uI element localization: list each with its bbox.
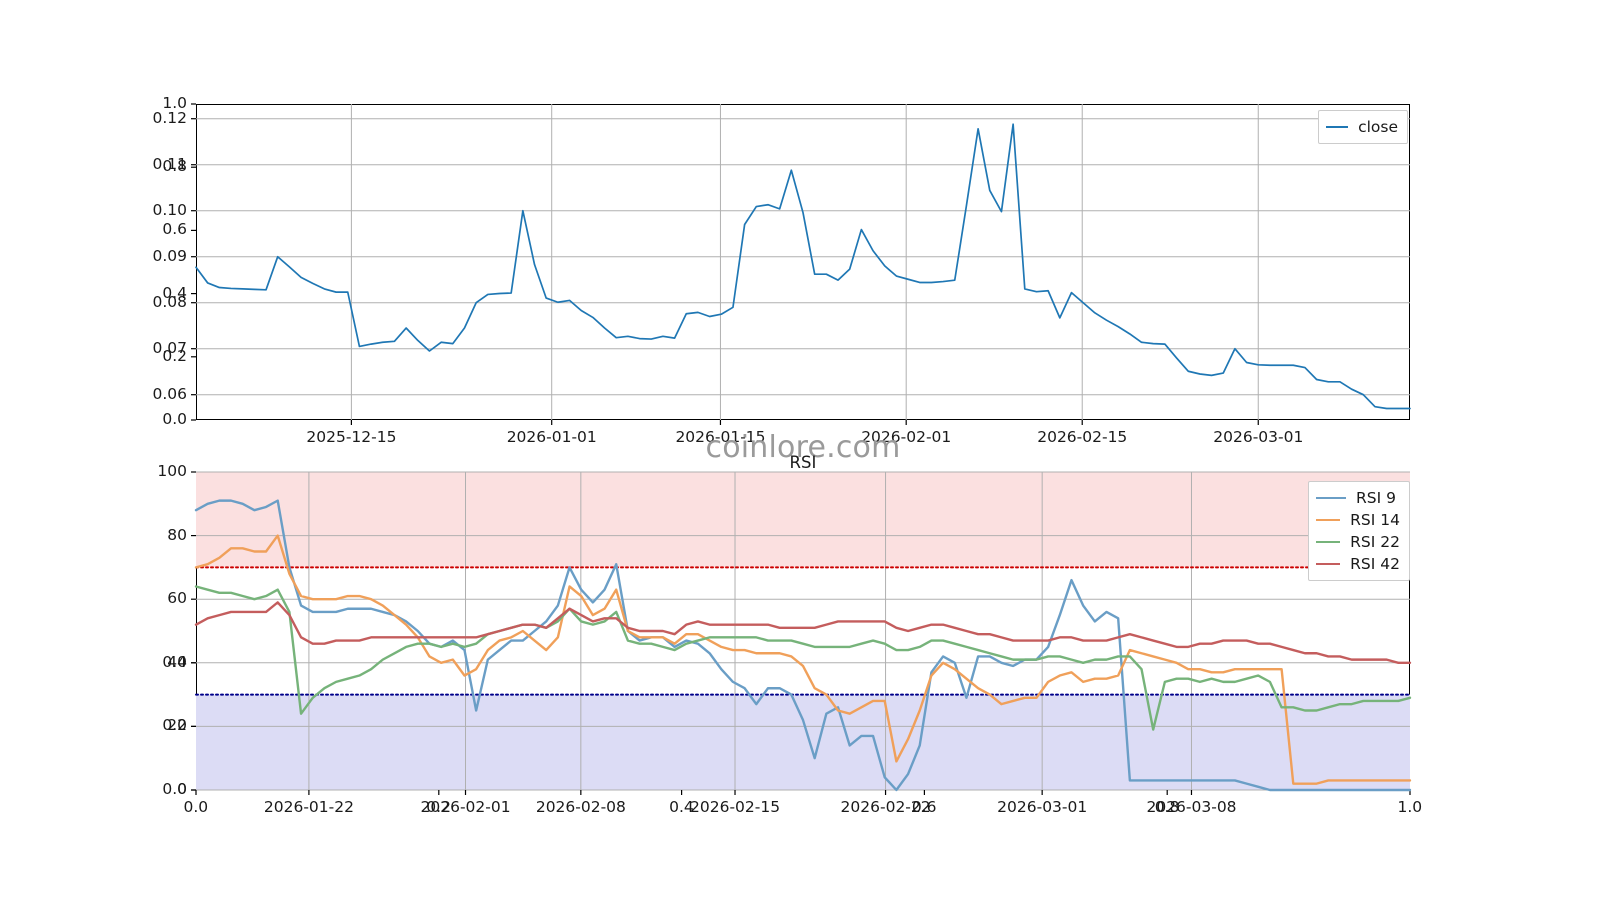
price-legend: close <box>1318 110 1408 144</box>
rsi-panel-title: RSI <box>789 453 817 472</box>
price-axes-frame <box>196 104 1410 420</box>
axis-tick-label: 0.09 <box>152 246 187 265</box>
axis-tick-label: 0.10 <box>152 200 187 219</box>
axis-tick-label: 80 <box>167 525 187 544</box>
rsi-14-line <box>194 534 1412 785</box>
axis-tick-label: 1.0 <box>1397 798 1423 816</box>
close-price-line <box>195 123 1411 410</box>
legend-label-rsi-42: RSI 42 <box>1350 555 1400 573</box>
close-line-swatch <box>1326 126 1349 128</box>
axis-tick-label: 40 <box>167 652 187 671</box>
legend-item-close: close <box>1326 116 1398 138</box>
axis-tick-label: 0.12 <box>152 108 187 127</box>
legend-label-rsi-14: RSI 14 <box>1350 511 1400 529</box>
axis-tick-label: 0.6 <box>911 798 937 816</box>
axis-tick-label: 2026-01-22 <box>263 798 354 816</box>
rsi42-line-swatch <box>1316 563 1341 565</box>
axis-tick-label: 2026-02-01 <box>861 428 952 446</box>
legend-label-rsi-22: RSI 22 <box>1350 533 1400 551</box>
rsi-line-plot <box>191 471 1412 795</box>
legend-item-rsi-14: RSI 14 <box>1316 509 1400 531</box>
axis-tick-label: 1.0 <box>162 94 187 112</box>
axis-tick-label: 2026-03-01 <box>1213 428 1304 446</box>
rsi-42-line <box>194 601 1412 664</box>
axis-tick-label: 2026-03-08 <box>1146 798 1237 816</box>
axis-tick-label: 100 <box>157 462 187 480</box>
axis-tick-label: 0.2 <box>162 716 187 735</box>
rsi-panel <box>191 471 1412 795</box>
axis-tick-label: 0.6 <box>162 220 187 239</box>
rsi-legend: RSI 9 RSI 14 RSI 22 RSI 42 <box>1308 481 1410 581</box>
rsi14-line-swatch <box>1316 519 1341 521</box>
axis-tick-label: 0.4 <box>162 283 187 302</box>
price-panel <box>191 103 1411 425</box>
axis-tick-label: 0 <box>177 780 187 798</box>
legend-label-close: close <box>1358 118 1398 136</box>
axis-tick-label: 20 <box>167 716 187 735</box>
axis-tick-label: 0.4 <box>162 652 187 671</box>
axis-tick-label: 60 <box>167 589 187 608</box>
legend-item-rsi-22: RSI 22 <box>1316 531 1400 553</box>
axis-tick-label: 2026-03-01 <box>997 798 1088 816</box>
legend-item-rsi-42: RSI 42 <box>1316 553 1400 575</box>
axis-tick-label: 2025-12-15 <box>306 428 397 446</box>
axis-tick-label: 2026-02-15 <box>690 798 781 816</box>
rsi-22-line <box>194 585 1412 731</box>
axis-tick-label: 0.11 <box>152 154 187 173</box>
axis-tick-label: 2026-02-22 <box>840 798 931 816</box>
watermark-coinlore: coinlore.com <box>705 430 901 465</box>
axis-tick-label: 0.2 <box>162 346 187 365</box>
axis-tick-label: 2026-01-15 <box>675 428 766 446</box>
axis-tick-label: 0.8 <box>1154 798 1180 816</box>
price-line-plot <box>191 103 1411 425</box>
axis-tick-label: 0.08 <box>152 292 187 311</box>
axis-tick-label: 0.2 <box>426 798 451 816</box>
axis-tick-label: 0.07 <box>152 338 187 357</box>
axis-tick-label: 2026-02-15 <box>1037 428 1128 446</box>
axis-tick-label: 0.06 <box>152 384 187 403</box>
axis-tick-label: 2026-01-01 <box>506 428 597 446</box>
legend-label-rsi-9: RSI 9 <box>1356 489 1396 507</box>
rsi9-line-swatch <box>1316 497 1346 499</box>
axis-tick-label: 0.0 <box>162 410 187 428</box>
axis-tick-label: 0.0 <box>162 780 187 798</box>
rsi22-line-swatch <box>1316 541 1341 543</box>
axis-tick-label: 2026-02-08 <box>535 798 626 816</box>
axis-tick-label: 0.0 <box>183 798 209 816</box>
axis-tick-label: 2026-02-01 <box>420 798 511 816</box>
axis-tick-label: 0.8 <box>162 157 187 176</box>
legend-item-rsi-9: RSI 9 <box>1316 487 1400 509</box>
axis-tick-label: 0.4 <box>669 798 694 816</box>
